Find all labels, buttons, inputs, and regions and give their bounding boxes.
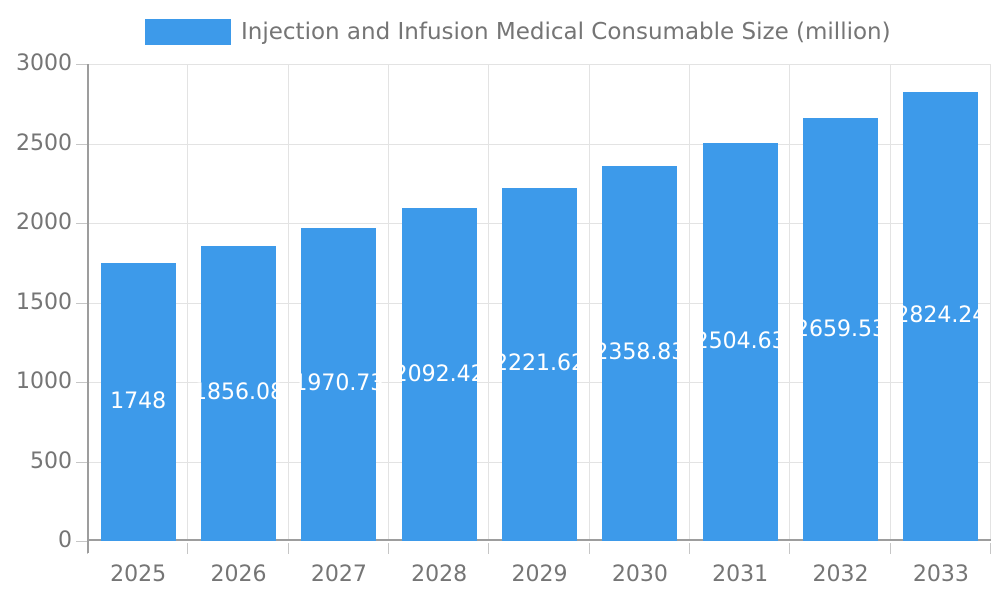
x-tick-mark — [689, 543, 690, 554]
chart-legend[interactable]: Injection and Infusion Medical Consumabl… — [145, 17, 891, 47]
x-tick-mark — [187, 543, 189, 554]
x-tick-mark — [990, 543, 991, 554]
x-tick-mark — [388, 543, 389, 554]
x-tick-mark — [889, 543, 891, 554]
bar-value-label: 2824.24 — [895, 303, 987, 329]
h-gridline — [88, 64, 991, 65]
x-axis-tick-label: 2029 — [511, 562, 568, 587]
y-axis-tick-label: 1500 — [16, 289, 72, 315]
y-tick-mark — [76, 143, 88, 145]
x-axis-tick-label: 2030 — [611, 562, 668, 587]
x-tick-mark — [488, 543, 490, 554]
legend-swatch-icon — [145, 19, 231, 45]
v-gridline — [588, 64, 590, 541]
v-gridline — [187, 64, 189, 541]
x-axis-tick-label: 2025 — [110, 562, 167, 587]
x-axis-tick-label: 2031 — [712, 562, 769, 587]
bar-2032[interactable] — [803, 118, 878, 541]
bar-2031[interactable] — [702, 142, 778, 541]
y-axis-tick-label: 2500 — [16, 130, 72, 156]
bar-value-label: 2221.62 — [494, 351, 585, 377]
bar-value-label: 2504.63 — [694, 328, 786, 354]
y-axis-tick-label: 2000 — [16, 210, 72, 235]
x-axis-tick-label: 2027 — [310, 562, 367, 587]
y-tick-mark — [76, 461, 88, 463]
x-axis-tick-label: 2026 — [210, 562, 267, 587]
legend-label: Injection and Infusion Medical Consumabl… — [241, 19, 891, 45]
x-axis-tick-label: 2033 — [912, 562, 969, 587]
bar-2030[interactable] — [602, 165, 678, 541]
v-gridline — [990, 64, 991, 541]
bar-2025[interactable] — [100, 263, 176, 541]
v-gridline — [689, 64, 690, 541]
y-tick-mark — [76, 382, 88, 383]
v-gridline — [889, 64, 891, 541]
y-axis-tick-label: 3000 — [16, 51, 72, 76]
x-axis-tick-label: 2028 — [411, 562, 468, 587]
x-axis-tick-label: 2032 — [812, 562, 869, 587]
y-axis-tick-label: 0 — [58, 528, 72, 553]
bar-value-label: 2092.42 — [393, 361, 485, 387]
y-axis-tick-label: 1000 — [16, 369, 72, 394]
v-gridline — [388, 64, 389, 541]
y-tick-mark — [76, 64, 88, 65]
v-gridline — [789, 64, 791, 541]
bar-2026[interactable] — [201, 245, 276, 541]
h-gridline — [88, 143, 991, 145]
bar-2027[interactable] — [301, 227, 377, 541]
y-tick-mark — [76, 541, 88, 542]
bar-2028[interactable] — [401, 208, 477, 541]
y-tick-mark — [76, 223, 88, 224]
bar-value-label: 2358.83 — [594, 340, 686, 366]
bar-value-label: 1970.73 — [293, 371, 385, 397]
bar-2029[interactable] — [502, 187, 577, 541]
bar-value-label: 1856.08 — [193, 380, 284, 406]
bar-value-label: 1748 — [110, 389, 167, 415]
v-gridline — [287, 64, 289, 541]
x-tick-mark — [789, 543, 791, 554]
y-axis-tick-label: 500 — [30, 448, 72, 474]
bar-2033[interactable] — [903, 91, 979, 541]
y-axis-line — [87, 64, 89, 553]
x-tick-mark — [287, 543, 289, 554]
v-gridline — [488, 64, 490, 541]
bar-value-label: 2659.53 — [795, 316, 886, 342]
y-tick-mark — [76, 302, 88, 304]
x-tick-mark — [588, 543, 590, 554]
